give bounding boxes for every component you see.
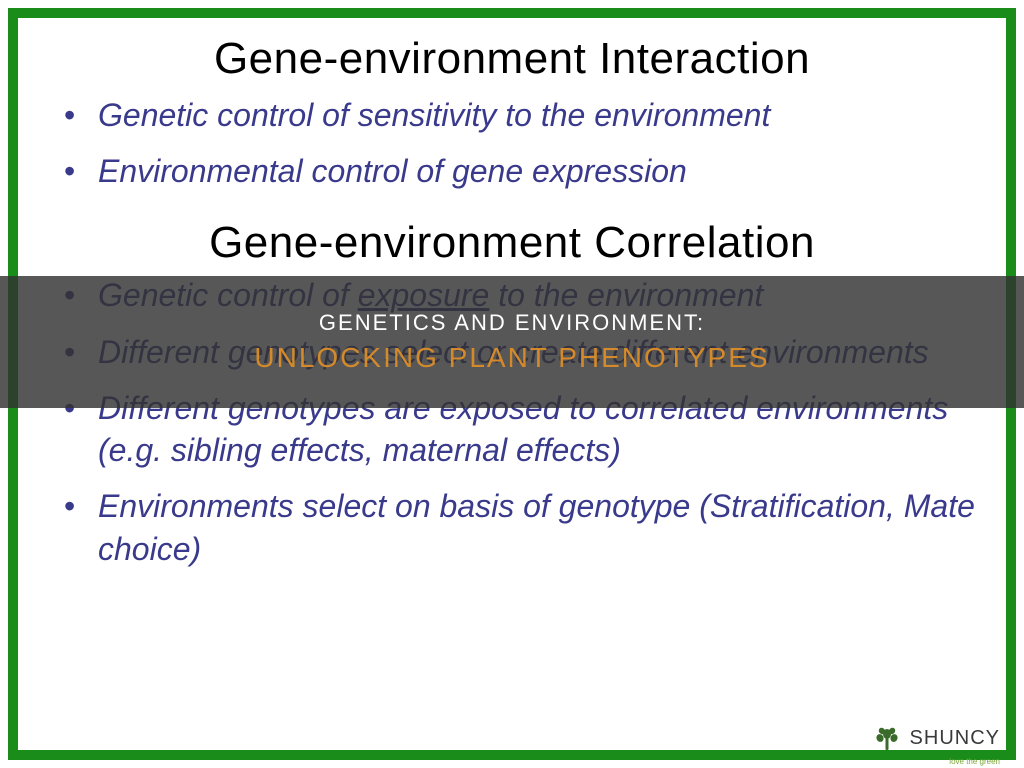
list-item: Environments select on basis of genotype… [64, 485, 976, 569]
brand-text: SHUNCY [910, 727, 1000, 750]
list-item: Environmental control of gene expression [64, 150, 976, 192]
brand-logo: SHUNCY [872, 724, 1000, 752]
heading-correlation: Gene-environment Correlation [48, 218, 976, 268]
heading-interaction: Gene-environment Interaction [48, 34, 976, 84]
overlay-line2: UNLOCKING PLANT PHENOTYPES [254, 342, 769, 374]
title-overlay: GENETICS AND ENVIRONMENT: UNLOCKING PLAN… [0, 276, 1024, 408]
overlay-line1: GENETICS AND ENVIRONMENT: [319, 310, 705, 336]
brand-tagline: love the green [949, 757, 1000, 766]
tree-icon [872, 724, 902, 752]
list-item: Genetic control of sensitivity to the en… [64, 94, 976, 136]
bullets-interaction: Genetic control of sensitivity to the en… [48, 94, 976, 192]
